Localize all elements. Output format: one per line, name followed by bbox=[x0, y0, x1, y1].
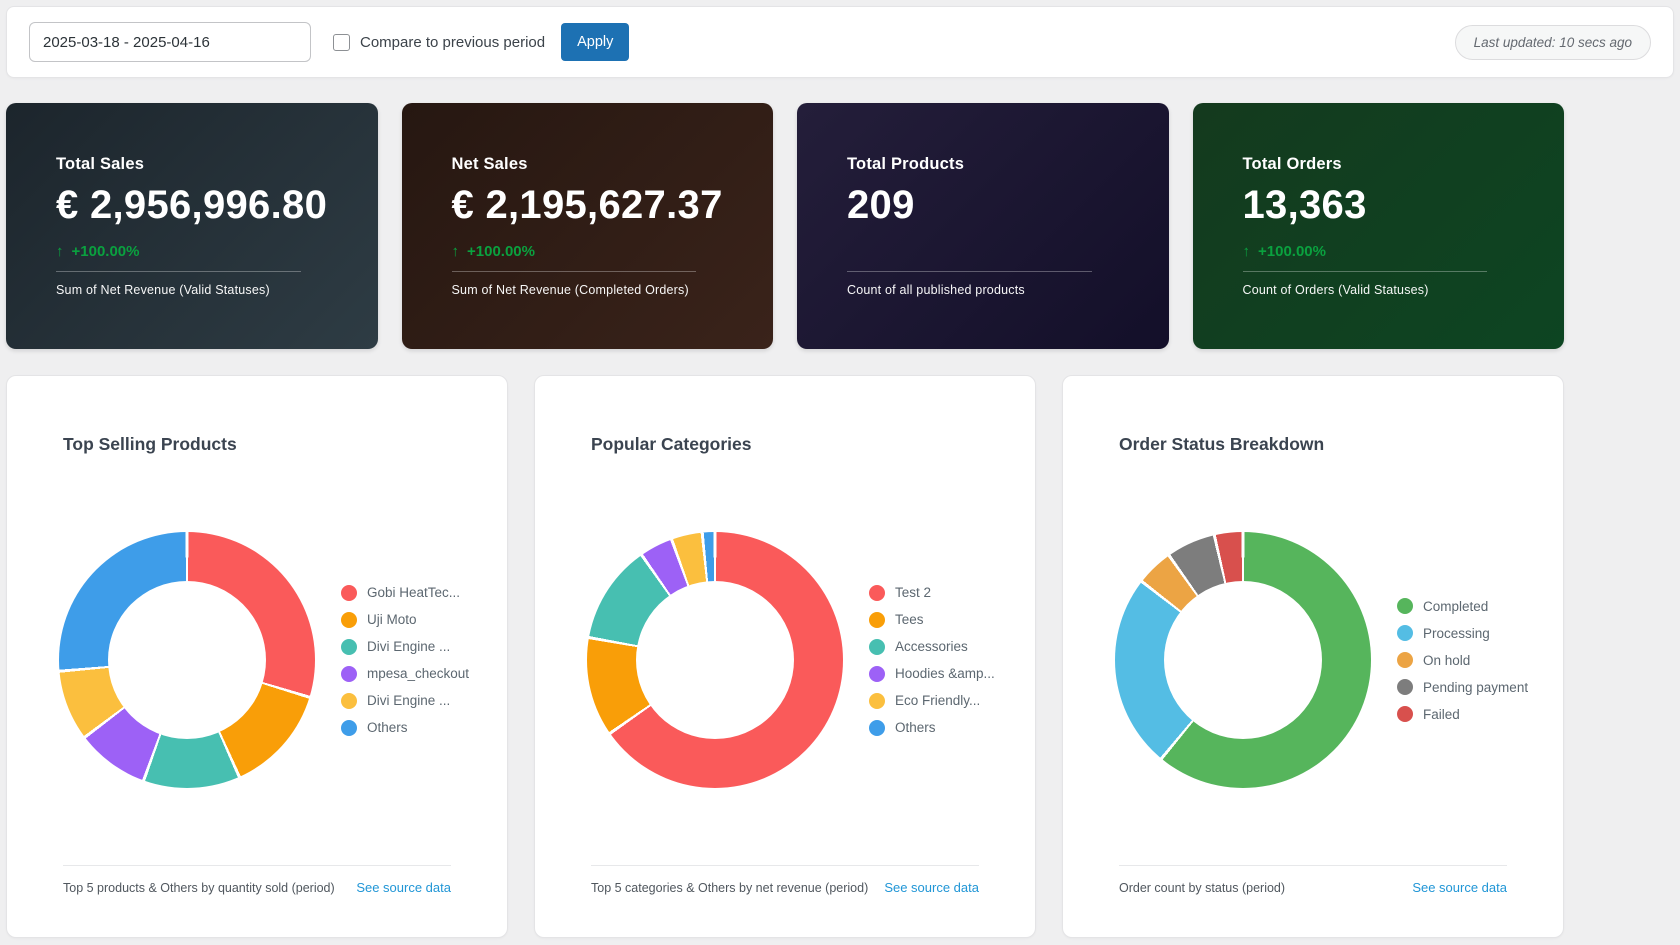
legend-dot-icon bbox=[1397, 706, 1413, 722]
donut-chart-top-selling-products[interactable] bbox=[59, 532, 315, 788]
kpi-title: Total Orders bbox=[1242, 155, 1342, 173]
legend-dot-icon bbox=[1397, 679, 1413, 695]
legend-item[interactable]: Tees bbox=[869, 611, 995, 628]
chart-footer: Order count by status (period) See sourc… bbox=[1119, 865, 1507, 895]
chart-footnote: Top 5 products & Others by quantity sold… bbox=[63, 881, 335, 895]
compare-label: Compare to previous period bbox=[360, 33, 546, 51]
legend-item[interactable]: Others bbox=[341, 719, 469, 736]
up-arrow-icon: ↑ bbox=[451, 243, 460, 260]
legend-item[interactable]: Completed bbox=[1397, 598, 1528, 614]
kpi-title: Net Sales bbox=[451, 155, 528, 173]
kpi-subtitle: Count of Orders (Valid Statuses) bbox=[1242, 283, 1429, 297]
kpi-delta-row: ↑ +100.00% bbox=[451, 243, 697, 272]
legend-item[interactable]: Divi Engine ... bbox=[341, 638, 469, 655]
legend-item[interactable]: Hoodies &amp... bbox=[869, 665, 995, 682]
see-source-data-link[interactable]: See source data bbox=[884, 880, 979, 895]
legend-dot-icon bbox=[341, 638, 357, 655]
kpi-delta: +100.00% bbox=[467, 243, 535, 260]
filter-bar: Compare to previous period Apply Last up… bbox=[6, 6, 1674, 78]
legend-item[interactable]: Pending payment bbox=[1397, 679, 1528, 695]
legend-dot-icon bbox=[869, 692, 885, 709]
chart-card-popular-categories: Popular Categories Test 2 Tees Accessori… bbox=[534, 375, 1036, 938]
legend-dot-icon bbox=[1397, 652, 1413, 668]
kpi-value: € 2,195,627.37 bbox=[451, 183, 723, 227]
chart-title: Order Status Breakdown bbox=[1119, 434, 1325, 454]
kpi-subtitle: Count of all published products bbox=[847, 283, 1025, 297]
legend-dot-icon bbox=[1397, 598, 1413, 614]
kpi-card-total-products: Total Products 209 Count of all publishe… bbox=[797, 103, 1169, 349]
kpi-card-total-sales: Total Sales € 2,956,996.80 ↑ +100.00% Su… bbox=[6, 103, 378, 349]
legend-item[interactable]: Accessories bbox=[869, 638, 995, 655]
kpi-delta-row: ↑ +100.00% bbox=[56, 243, 301, 272]
chart-title: Top Selling Products bbox=[63, 434, 237, 454]
chart-legend: Completed Processing On hold Pending pay… bbox=[1397, 598, 1528, 722]
chart-footer: Top 5 products & Others by quantity sold… bbox=[63, 865, 451, 895]
legend-item[interactable]: Processing bbox=[1397, 625, 1528, 641]
legend-item[interactable]: Uji Moto bbox=[341, 611, 469, 628]
kpi-value: 209 bbox=[847, 183, 915, 227]
legend-dot-icon bbox=[869, 611, 885, 628]
kpi-card-total-orders: Total Orders 13,363 ↑ +100.00% Count of … bbox=[1192, 103, 1564, 349]
donut-chart-popular-categories[interactable] bbox=[587, 532, 843, 788]
kpi-title: Total Products bbox=[847, 155, 965, 173]
legend-item[interactable]: On hold bbox=[1397, 652, 1528, 668]
chart-footnote: Top 5 categories & Others by net revenue… bbox=[591, 881, 869, 895]
legend-item[interactable]: Eco Friendly... bbox=[869, 692, 995, 709]
kpi-value: 13,363 bbox=[1242, 183, 1367, 227]
legend-dot-icon bbox=[341, 611, 357, 628]
legend-dot-icon bbox=[869, 665, 885, 682]
compare-to-previous-period: Compare to previous period bbox=[333, 33, 546, 51]
legend-dot-icon bbox=[341, 665, 357, 682]
legend-dot-icon bbox=[869, 719, 885, 736]
legend-dot-icon bbox=[341, 584, 357, 601]
chart-legend: Gobi HeatTec... Uji Moto Divi Engine ...… bbox=[341, 584, 469, 736]
legend-dot-icon bbox=[1397, 625, 1413, 641]
chart-card-order-status-breakdown: Order Status Breakdown Completed Process… bbox=[1062, 375, 1564, 938]
chart-legend: Test 2 Tees Accessories Hoodies &amp... … bbox=[869, 584, 995, 736]
legend-dot-icon bbox=[869, 638, 885, 655]
kpi-title: Total Sales bbox=[56, 155, 145, 173]
kpi-subtitle: Sum of Net Revenue (Valid Statuses) bbox=[56, 283, 270, 297]
apply-button[interactable]: Apply bbox=[561, 23, 630, 61]
last-updated-badge: Last updated: 10 secs ago bbox=[1454, 24, 1651, 60]
up-arrow-icon: ↑ bbox=[56, 243, 64, 260]
legend-dot-icon bbox=[869, 584, 885, 601]
chart-card-top-selling-products: Top Selling Products Gobi HeatTec... Uji… bbox=[6, 375, 508, 938]
chart-footer: Top 5 categories & Others by net revenue… bbox=[591, 865, 979, 895]
chart-title: Popular Categories bbox=[591, 434, 752, 454]
see-source-data-link[interactable]: See source data bbox=[356, 880, 451, 895]
kpi-value: € 2,956,996.80 bbox=[56, 183, 328, 227]
chart-footnote: Order count by status (period) bbox=[1119, 881, 1286, 895]
kpi-card-net-sales: Net Sales € 2,195,627.37 ↑ +100.00% Sum … bbox=[401, 103, 773, 349]
kpi-cards: Total Sales € 2,956,996.80 ↑ +100.00% Su… bbox=[6, 103, 1564, 349]
donut-chart-order-status-breakdown[interactable] bbox=[1115, 532, 1371, 788]
up-arrow-icon: ↑ bbox=[1242, 243, 1251, 260]
kpi-delta-row bbox=[847, 243, 1092, 272]
legend-item[interactable]: mpesa_checkout bbox=[341, 665, 469, 682]
kpi-delta: +100.00% bbox=[1258, 243, 1326, 260]
date-range-input[interactable] bbox=[29, 22, 311, 62]
legend-dot-icon bbox=[341, 719, 357, 736]
legend-item[interactable]: Gobi HeatTec... bbox=[341, 584, 469, 601]
kpi-subtitle: Sum of Net Revenue (Completed Orders) bbox=[451, 283, 689, 297]
see-source-data-link[interactable]: See source data bbox=[1412, 880, 1507, 895]
legend-item[interactable]: Test 2 bbox=[869, 584, 995, 601]
legend-dot-icon bbox=[341, 692, 357, 709]
chart-cards: Top Selling Products Gobi HeatTec... Uji… bbox=[6, 375, 1564, 938]
kpi-delta: +100.00% bbox=[71, 243, 140, 260]
legend-item[interactable]: Failed bbox=[1397, 706, 1528, 722]
legend-item[interactable]: Divi Engine ... bbox=[341, 692, 469, 709]
compare-checkbox[interactable] bbox=[333, 33, 350, 51]
legend-item[interactable]: Others bbox=[869, 719, 995, 736]
kpi-delta-row: ↑ +100.00% bbox=[1242, 243, 1488, 272]
